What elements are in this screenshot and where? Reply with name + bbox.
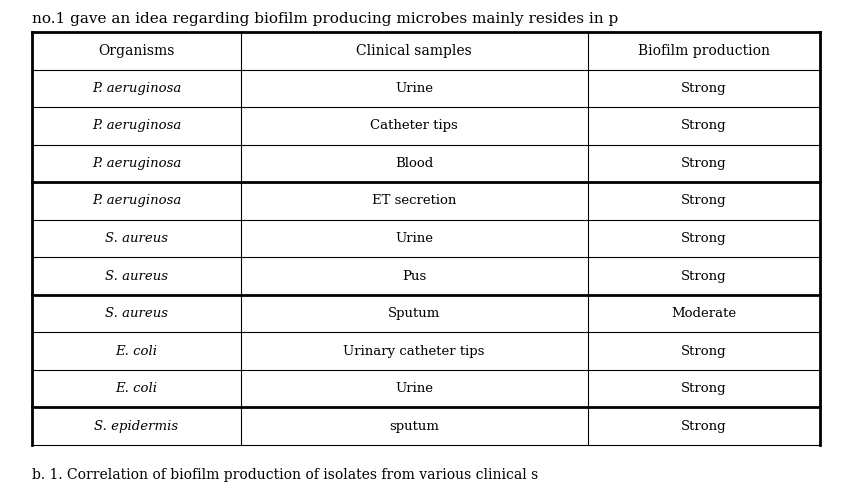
Text: Strong: Strong bbox=[681, 232, 727, 245]
Text: Strong: Strong bbox=[681, 345, 727, 358]
Text: Strong: Strong bbox=[681, 82, 727, 95]
Text: Clinical samples: Clinical samples bbox=[356, 44, 472, 58]
Text: Strong: Strong bbox=[681, 195, 727, 208]
Text: Pus: Pus bbox=[402, 270, 426, 283]
Text: Organisms: Organisms bbox=[98, 44, 174, 58]
Text: S. epidermis: S. epidermis bbox=[95, 420, 179, 433]
Text: S. aureus: S. aureus bbox=[105, 307, 168, 320]
Text: Urine: Urine bbox=[395, 382, 433, 395]
Text: P. aeruginosa: P. aeruginosa bbox=[91, 82, 181, 95]
Text: Biofilm production: Biofilm production bbox=[638, 44, 770, 58]
Text: b. 1. Correlation of biofilm production of isolates from various clinical s: b. 1. Correlation of biofilm production … bbox=[32, 468, 538, 482]
Text: Strong: Strong bbox=[681, 157, 727, 170]
Text: no.1 gave an idea regarding biofilm producing microbes mainly resides in p: no.1 gave an idea regarding biofilm prod… bbox=[32, 12, 618, 26]
Text: E. coli: E. coli bbox=[115, 345, 157, 358]
Text: ET secretion: ET secretion bbox=[372, 195, 456, 208]
Text: Blood: Blood bbox=[395, 157, 433, 170]
Text: P. aeruginosa: P. aeruginosa bbox=[91, 120, 181, 132]
Text: Moderate: Moderate bbox=[671, 307, 736, 320]
Text: S. aureus: S. aureus bbox=[105, 270, 168, 283]
Text: Urine: Urine bbox=[395, 82, 433, 95]
Text: S. aureus: S. aureus bbox=[105, 232, 168, 245]
Text: Strong: Strong bbox=[681, 382, 727, 395]
Text: Catheter tips: Catheter tips bbox=[371, 120, 458, 132]
Text: P. aeruginosa: P. aeruginosa bbox=[91, 195, 181, 208]
Text: Sputum: Sputum bbox=[388, 307, 440, 320]
Text: Strong: Strong bbox=[681, 120, 727, 132]
Text: E. coli: E. coli bbox=[115, 382, 157, 395]
Text: Strong: Strong bbox=[681, 420, 727, 433]
Text: Urine: Urine bbox=[395, 232, 433, 245]
Text: Strong: Strong bbox=[681, 270, 727, 283]
Text: sputum: sputum bbox=[389, 420, 439, 433]
Text: Urinary catheter tips: Urinary catheter tips bbox=[343, 345, 485, 358]
Text: P. aeruginosa: P. aeruginosa bbox=[91, 157, 181, 170]
